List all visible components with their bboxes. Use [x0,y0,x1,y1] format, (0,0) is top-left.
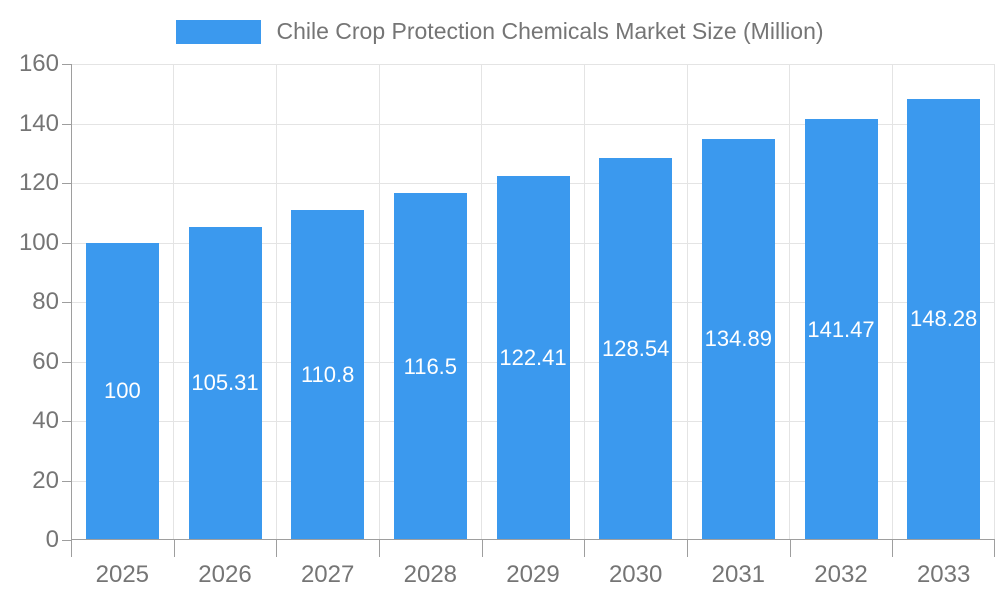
x-axis-tick-label: 2025 [95,561,150,588]
y-axis-tick-label: 0 [45,526,59,553]
x-axis-tick-label: 2033 [916,561,971,588]
vertical-gridline [686,64,688,540]
vertical-gridline [481,64,483,540]
x-axis-tick [276,540,278,557]
y-axis-tick-label: 160 [18,50,59,77]
x-axis-tick [994,540,995,557]
y-axis-tick [62,123,71,125]
x-axis-tick [173,540,175,557]
bar: 128.54 [599,157,673,540]
y-axis-tick-label: 40 [32,407,59,434]
vertical-gridline [173,64,175,540]
x-axis-tick-label: 2029 [506,561,560,588]
y-axis-tick [62,361,71,363]
bar: 100 [85,242,159,540]
y-axis-tick [62,302,71,303]
x-axis-tick-label: 2032 [814,561,868,588]
vertical-gridline [789,64,791,540]
y-axis-tick [62,480,71,482]
legend-item[interactable]: Chile Crop Protection Chemicals Market S… [176,18,824,45]
legend-swatch-icon [176,19,262,44]
bar-value-label: 110.8 [300,362,355,388]
x-axis-tick-label: 2031 [711,561,766,588]
bar-value-label: 100 [103,378,141,404]
y-axis-tick [62,183,71,184]
x-axis-tick-label: 2030 [608,561,663,588]
bar: 141.47 [804,119,878,540]
y-axis-tick [62,421,71,422]
bar: 148.28 [907,98,981,540]
y-axis-tick [62,540,71,541]
x-axis-tick [892,540,894,557]
x-axis-tick [71,540,72,557]
y-axis-tick [62,64,71,65]
vertical-gridline [583,64,585,540]
bar: 116.5 [393,193,467,540]
y-axis-line [71,64,72,540]
bar: 105.31 [188,226,262,540]
y-axis-tick-label: 140 [18,109,59,137]
y-axis-tick-label: 60 [32,347,59,375]
y-axis-tick-label: 20 [32,466,59,494]
y-axis-tick-label: 80 [32,288,59,315]
vertical-gridline [275,64,277,540]
x-axis-tick [481,540,483,557]
bar-value-label: 116.5 [403,353,458,379]
y-axis-tick-label: 120 [18,169,59,196]
horizontal-gridline [71,123,995,125]
x-axis-tick [789,540,791,557]
bar: 110.8 [291,210,365,540]
x-axis-tick-label: 2028 [403,561,458,588]
x-axis-tick [584,540,586,557]
x-axis-tick [687,540,688,557]
legend-label: Chile Crop Protection Chemicals Market S… [276,18,824,44]
y-axis-tick [62,242,71,244]
bar: 122.41 [496,175,570,540]
vertical-gridline [891,64,893,540]
y-axis-tick-label: 100 [18,228,59,256]
bar: 134.89 [701,138,775,540]
bar-value-label: 148.28 [910,306,978,332]
chart-legend: Chile Crop Protection Chemicals Market S… [0,18,1000,45]
bar-value-label: 122.41 [499,344,567,370]
bar-value-label: 105.31 [191,370,259,396]
x-axis-line [71,539,995,540]
x-axis-tick [379,540,380,557]
horizontal-gridline [71,64,995,65]
x-axis-tick-label: 2026 [198,561,252,588]
bar-value-label: 128.54 [602,335,670,361]
bar-value-label: 141.47 [807,316,875,342]
vertical-gridline [994,64,995,540]
x-axis-tick-label: 2027 [300,561,355,588]
bar-value-label: 134.89 [704,326,772,352]
vertical-gridline [378,64,380,540]
plot-area: 100 105.31 110.8 116.5 122.41 128.54 134.89 141… [62,64,995,557]
